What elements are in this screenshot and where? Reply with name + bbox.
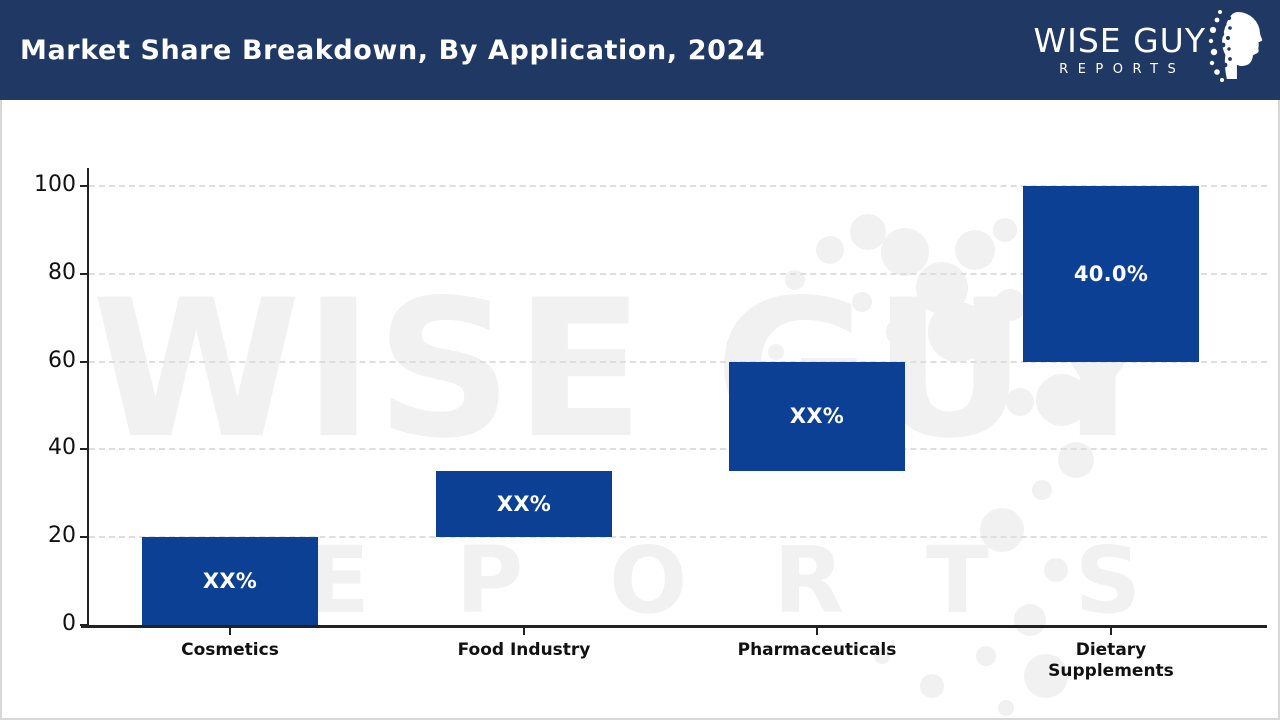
- y-tick-mark: [80, 185, 89, 187]
- bar-dietary-supplements: 40.0%: [1023, 186, 1199, 362]
- bar-value-label: XX%: [496, 492, 552, 517]
- logo-wordmark: WISE GUY: [1033, 20, 1206, 60]
- x-axis-spine: [81, 625, 1267, 628]
- x-tick-mark: [229, 628, 231, 635]
- gridline: [89, 536, 1267, 539]
- plot-region: 0 20 40 60 80 100 XX% XX% XX% 40.0% Cosmetics Food …: [0, 100, 1280, 720]
- y-tick-label: 100: [34, 172, 76, 197]
- x-axis-label: Food Industry: [457, 640, 591, 660]
- chart-title: Market Share Breakdown, By Application, …: [20, 34, 766, 66]
- y-tick-label: 80: [48, 259, 76, 285]
- y-tick-mark: [80, 536, 89, 539]
- bar-value-label: XX%: [789, 404, 845, 429]
- x-tick-mark: [816, 628, 818, 635]
- wise-guy-logo: WISE GUY REPORTS: [1033, 8, 1264, 92]
- y-tick-mark: [80, 272, 89, 275]
- y-tick-label: 60: [48, 347, 76, 373]
- y-tick-label: 40: [48, 435, 76, 461]
- logo-subtext: REPORTS: [1059, 61, 1186, 77]
- gridline: [89, 185, 1267, 187]
- x-tick-mark: [523, 628, 525, 635]
- logo-text: WISE GUY REPORTS: [1033, 24, 1206, 77]
- y-tick-mark: [80, 360, 89, 363]
- x-tick-mark: [1110, 628, 1112, 635]
- x-axis-label: Pharmaceuticals: [737, 640, 897, 660]
- gridline: [89, 360, 1267, 363]
- y-tick-label: 20: [48, 523, 76, 549]
- wise-guy-face-icon: [1208, 8, 1264, 92]
- y-axis-spine: [87, 168, 89, 628]
- bar-value-label: XX%: [202, 569, 258, 594]
- y-tick-mark: [80, 448, 89, 451]
- bar-value-label: 40.0%: [1073, 261, 1149, 286]
- x-axis-label: Dietary Supplements: [1048, 640, 1174, 682]
- y-tick-label: 0: [62, 611, 76, 636]
- gridline: [89, 272, 1267, 275]
- header-bar: Market Share Breakdown, By Application, …: [0, 0, 1280, 100]
- chart-area: WISE GUY REPORTS 0 20 40 60 80 100 XX% X: [0, 100, 1280, 720]
- watermark-wordmark: WISE GUY: [91, 259, 1169, 480]
- bar-food-industry: XX%: [436, 471, 612, 538]
- bar-pharmaceuticals: XX%: [729, 361, 905, 472]
- x-axis-label: Cosmetics: [181, 640, 279, 660]
- bar-cosmetics: XX%: [142, 537, 318, 625]
- gridline: [89, 448, 1267, 451]
